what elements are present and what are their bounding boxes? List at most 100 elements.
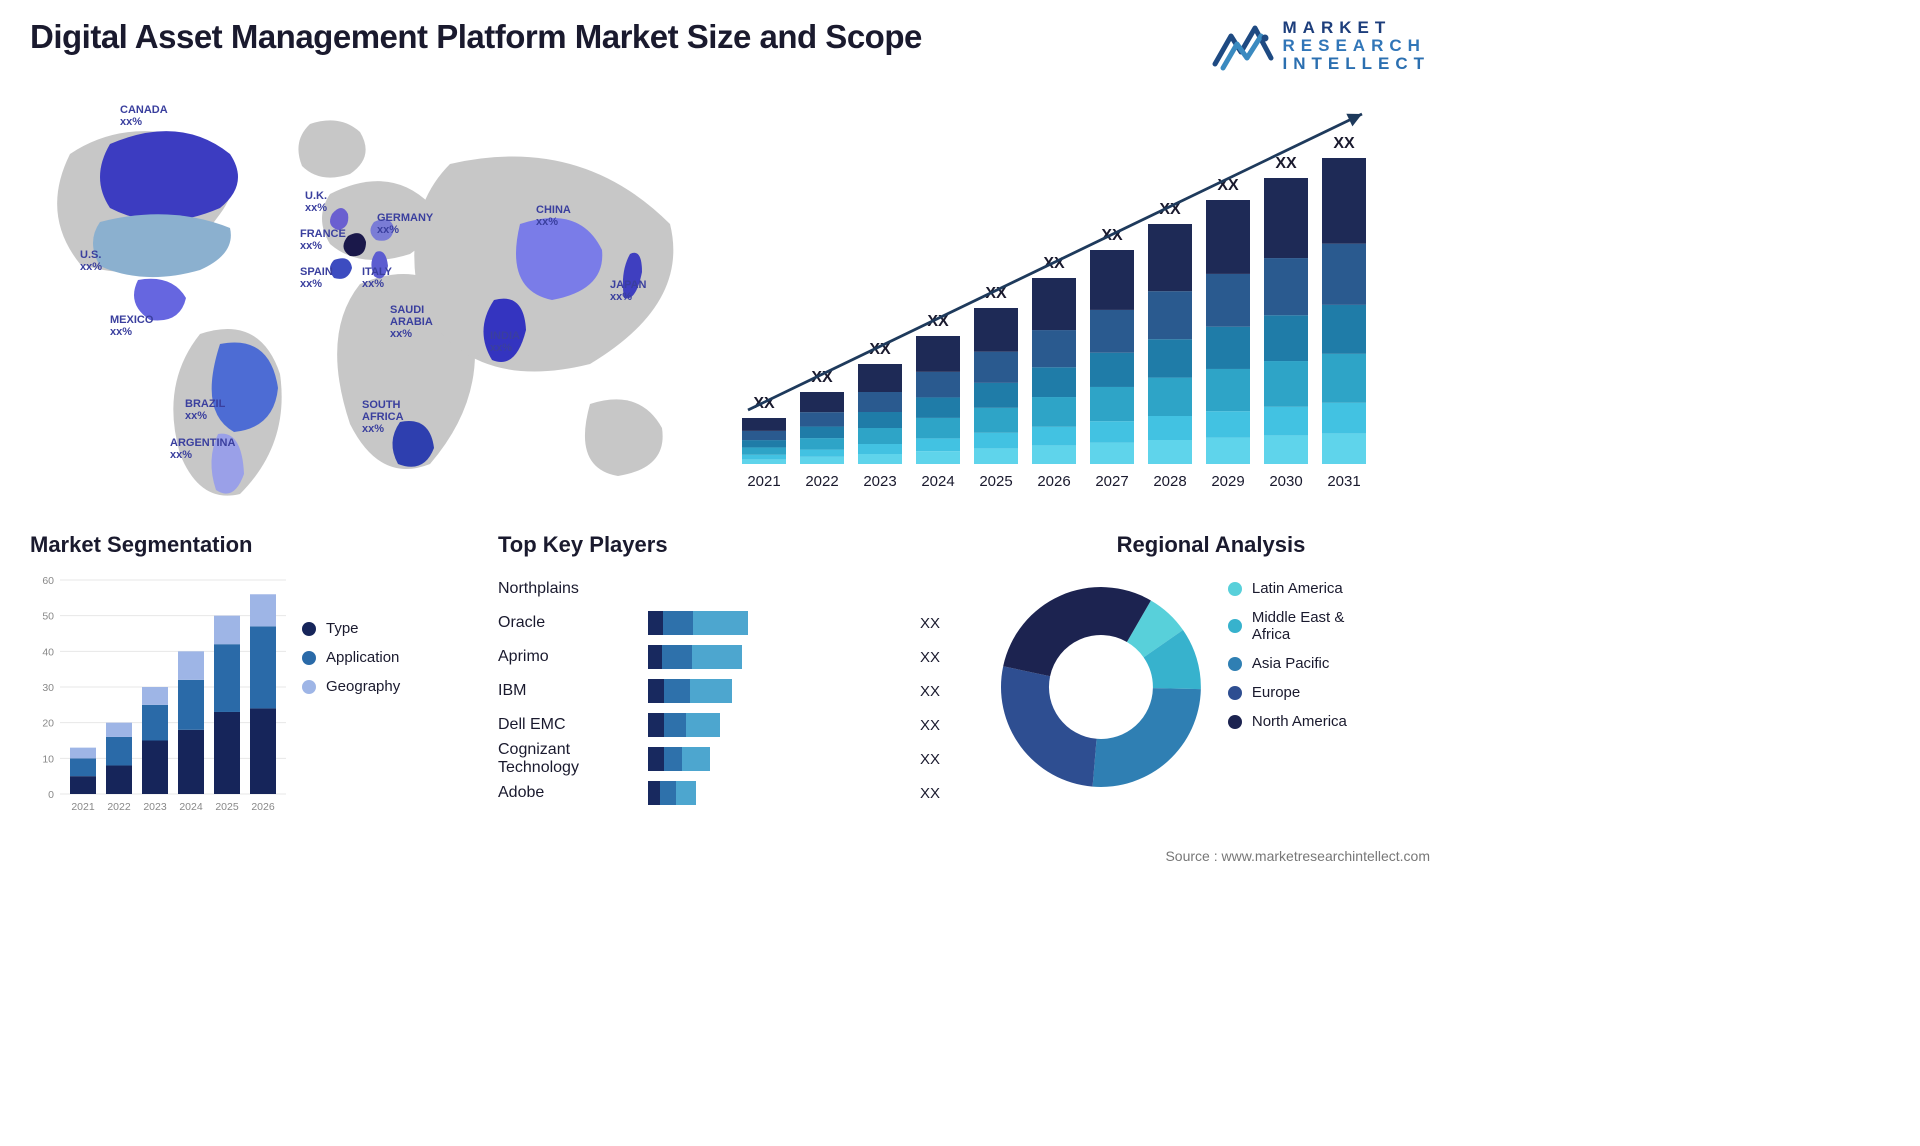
legend-dot-icon <box>1228 686 1242 700</box>
player-bar <box>648 781 908 805</box>
segmentation-legend: Type Application Geography <box>302 620 400 822</box>
svg-text:2024: 2024 <box>179 801 203 813</box>
legend-label: Asia Pacific <box>1252 655 1330 672</box>
segmentation-panel: Market Segmentation 01020304050602021202… <box>30 532 470 822</box>
map-label: MEXICOxx% <box>110 314 153 338</box>
player-label: IBM <box>498 682 648 700</box>
svg-text:40: 40 <box>42 646 54 658</box>
player-row: IBM XX <box>498 674 958 708</box>
map-label: SAUDIARABIAxx% <box>390 304 433 340</box>
player-bar <box>648 679 908 703</box>
map-label: SPAINxx% <box>300 266 333 290</box>
svg-text:XX: XX <box>1275 155 1297 172</box>
legend-label: Latin America <box>1252 580 1343 597</box>
player-value: XX <box>920 751 940 768</box>
player-bar <box>648 747 908 771</box>
player-row: Northplains <box>498 572 958 606</box>
svg-text:2023: 2023 <box>863 473 896 490</box>
svg-text:2021: 2021 <box>71 801 95 813</box>
map-label: GERMANYxx% <box>377 212 433 236</box>
player-value: XX <box>920 683 940 700</box>
map-label: JAPANxx% <box>610 279 646 303</box>
legend-item: Application <box>302 649 400 666</box>
player-bar <box>648 611 908 635</box>
map-label: U.K.xx% <box>305 190 327 214</box>
legend-item: Europe <box>1228 684 1386 701</box>
legend-item: Asia Pacific <box>1228 655 1386 672</box>
legend-label: Geography <box>326 678 400 695</box>
logo-line3: INTELLECT <box>1283 55 1431 73</box>
market-size-chart: XX2021XX2022XX2023XX2024XX2025XX2026XX20… <box>720 104 1410 504</box>
player-label: Aprimo <box>498 648 648 666</box>
map-label: INDIAxx% <box>490 330 520 354</box>
svg-text:2023: 2023 <box>143 801 167 813</box>
map-label: SOUTHAFRICAxx% <box>362 399 404 435</box>
svg-text:2022: 2022 <box>107 801 131 813</box>
player-row: Dell EMC XX <box>498 708 958 742</box>
svg-text:2026: 2026 <box>251 801 275 813</box>
player-bar <box>648 713 908 737</box>
map-label: ARGENTINAxx% <box>170 437 235 461</box>
player-value: XX <box>920 615 940 632</box>
svg-text:2024: 2024 <box>921 473 954 490</box>
svg-text:20: 20 <box>42 718 54 730</box>
world-map-panel: CANADAxx%U.S.xx%MEXICOxx%BRAZILxx%ARGENT… <box>30 104 690 504</box>
player-label: Dell EMC <box>498 716 648 734</box>
svg-text:XX: XX <box>1333 135 1355 152</box>
page-title: Digital Asset Management Platform Market… <box>30 18 922 56</box>
legend-dot-icon <box>1228 657 1242 671</box>
regional-donut-chart <box>986 572 1216 802</box>
player-label: Cognizant Technology <box>498 741 648 777</box>
svg-text:2025: 2025 <box>979 473 1012 490</box>
legend-label: Europe <box>1252 684 1300 701</box>
legend-label: Type <box>326 620 359 637</box>
svg-text:10: 10 <box>42 753 54 765</box>
player-label: Oracle <box>498 614 648 632</box>
player-bar <box>648 577 908 601</box>
player-label: Northplains <box>498 580 648 598</box>
svg-text:2030: 2030 <box>1269 473 1302 490</box>
regional-panel: Regional Analysis Latin America Middle Ea… <box>986 532 1436 822</box>
segmentation-title: Market Segmentation <box>30 532 470 558</box>
player-bar <box>648 645 908 669</box>
legend-item: North America <box>1228 713 1386 730</box>
svg-text:2026: 2026 <box>1037 473 1070 490</box>
logo-line1: MARKET <box>1283 19 1431 37</box>
legend-dot-icon <box>1228 582 1242 596</box>
svg-text:0: 0 <box>48 789 54 801</box>
svg-text:2029: 2029 <box>1211 473 1244 490</box>
legend-item: Latin America <box>1228 580 1386 597</box>
svg-text:2031: 2031 <box>1327 473 1360 490</box>
legend-label: North America <box>1252 713 1347 730</box>
logo-line2: RESEARCH <box>1283 37 1431 55</box>
svg-text:2028: 2028 <box>1153 473 1186 490</box>
players-title: Top Key Players <box>498 532 958 558</box>
legend-item: Middle East & Africa <box>1228 609 1386 643</box>
player-value: XX <box>920 785 940 802</box>
legend-label: Application <box>326 649 399 666</box>
map-label: CANADAxx% <box>120 104 168 128</box>
legend-label: Middle East & Africa <box>1252 609 1386 643</box>
legend-item: Type <box>302 620 400 637</box>
legend-dot-icon <box>302 622 316 636</box>
player-row: Oracle XX <box>498 606 958 640</box>
svg-text:2022: 2022 <box>805 473 838 490</box>
player-row: Cognizant Technology XX <box>498 742 958 776</box>
player-value: XX <box>920 717 940 734</box>
brand-logo: MARKET RESEARCH INTELLECT <box>1211 18 1431 74</box>
source-line: Source : www.marketresearchintellect.com <box>1165 848 1430 864</box>
player-label: Adobe <box>498 784 648 802</box>
regional-title: Regional Analysis <box>986 532 1436 558</box>
player-row: Adobe XX <box>498 776 958 810</box>
map-label: U.S.xx% <box>80 249 102 273</box>
legend-item: Geography <box>302 678 400 695</box>
logo-mark-icon <box>1211 18 1275 74</box>
svg-text:2025: 2025 <box>215 801 239 813</box>
svg-text:50: 50 <box>42 611 54 623</box>
legend-dot-icon <box>302 680 316 694</box>
svg-text:60: 60 <box>42 575 54 587</box>
map-label: FRANCExx% <box>300 228 346 252</box>
svg-text:2027: 2027 <box>1095 473 1128 490</box>
player-value: XX <box>920 649 940 666</box>
map-label: ITALYxx% <box>362 266 392 290</box>
